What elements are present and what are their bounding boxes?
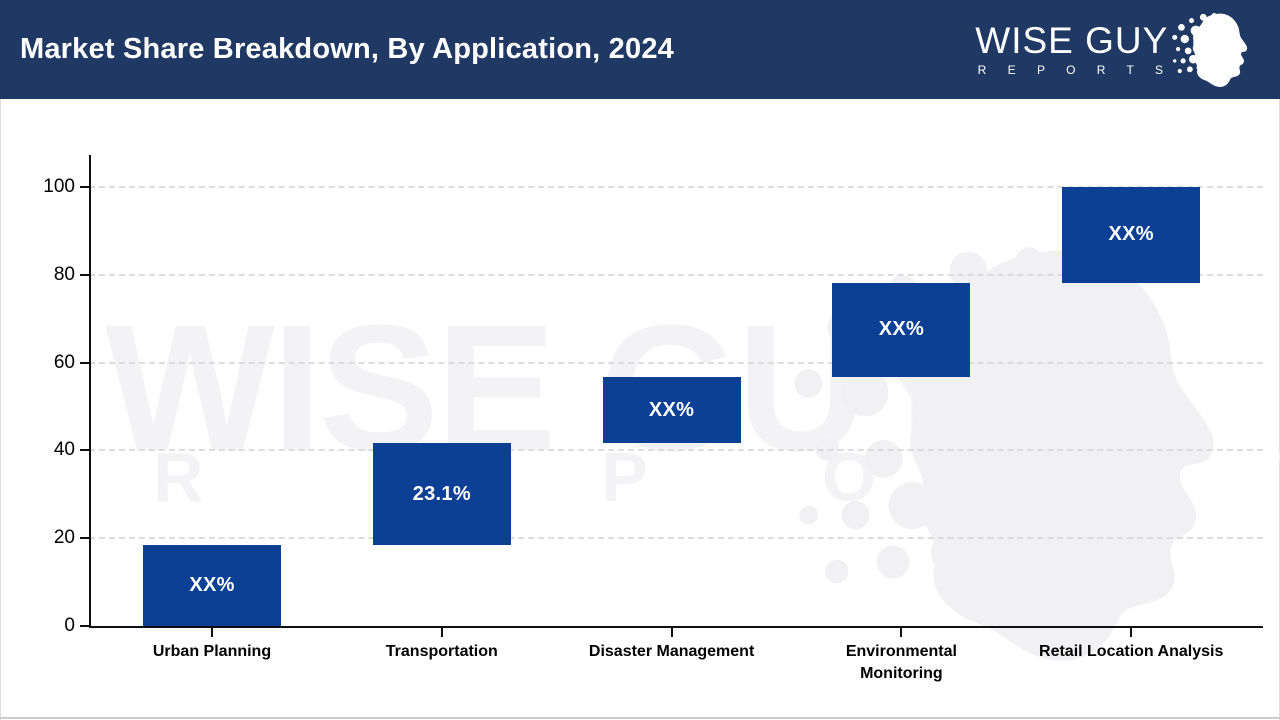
y-tick-60 <box>80 361 89 364</box>
bar-value-label-transportation: 23.1% <box>412 482 471 505</box>
category-label-transportation: Transportation <box>385 643 498 660</box>
y-tick-label-0: 0 <box>64 615 75 636</box>
bar-value-label-urban-planning: XX% <box>189 573 235 596</box>
x-tick-retail-location-analysis <box>1130 628 1133 637</box>
x-tick-disaster-management <box>670 628 673 637</box>
y-axis-line <box>89 155 91 628</box>
logo-wordmark-line2: R E P O R T S <box>977 63 1172 77</box>
y-tick-label-20: 20 <box>53 527 75 549</box>
bar-environmental-monitoring: XX% <box>832 282 971 377</box>
logo-wordmark: WISE GUY R E P O R T S <box>972 22 1172 77</box>
bar-retail-location-analysis: XX% <box>1062 187 1201 283</box>
y-tick-label-40: 40 <box>53 439 75 461</box>
logo-wordmark-line1: WISE GUY <box>975 20 1169 61</box>
x-tick-environmental-monitoring <box>900 628 903 637</box>
gridline-40 <box>89 449 1263 452</box>
gridline-100 <box>89 186 1263 188</box>
page-title: Market Share Breakdown, By Application, … <box>20 33 674 65</box>
y-tick-80 <box>80 273 89 276</box>
bar-disaster-management: XX% <box>602 376 741 444</box>
wiseguy-logo: WISE GUY R E P O R T S <box>972 12 1252 88</box>
y-tick-20 <box>80 537 89 540</box>
bottom-divider <box>0 717 1280 719</box>
header: Market Share Breakdown, By Application, … <box>0 0 1280 99</box>
gridline-20 <box>89 537 1263 540</box>
bar-urban-planning: XX% <box>143 544 281 626</box>
chart-area: WISE GUY R E P O R T S 020406080100XX%Ur… <box>0 99 1280 720</box>
category-label-disaster-management: Disaster Management <box>588 643 755 660</box>
x-axis-line <box>89 626 1263 628</box>
y-tick-40 <box>80 449 89 452</box>
y-tick-0 <box>80 625 89 627</box>
y-tick-100 <box>80 186 89 188</box>
gridline-60 <box>89 361 1263 364</box>
y-tick-label-60: 60 <box>53 351 75 373</box>
gridline-80 <box>89 273 1263 276</box>
category-label-urban-planning: Urban Planning <box>152 643 272 660</box>
bar-transportation: 23.1% <box>372 443 511 545</box>
bar-value-label-disaster-management: XX% <box>648 398 695 421</box>
x-tick-urban-planning <box>211 628 213 637</box>
bar-value-label-environmental-monitoring: XX% <box>878 318 925 341</box>
category-label-retail-location-analysis: Retail Location Analysis <box>1039 643 1224 660</box>
x-tick-transportation <box>440 628 443 637</box>
category-label-environmental-monitoring: Environmental Monitoring <box>845 643 957 682</box>
logo-face-icon <box>1168 12 1252 88</box>
y-tick-label-100: 100 <box>43 176 75 197</box>
y-tick-label-80: 80 <box>53 263 75 285</box>
bar-value-label-retail-location-analysis: XX% <box>1108 223 1154 246</box>
